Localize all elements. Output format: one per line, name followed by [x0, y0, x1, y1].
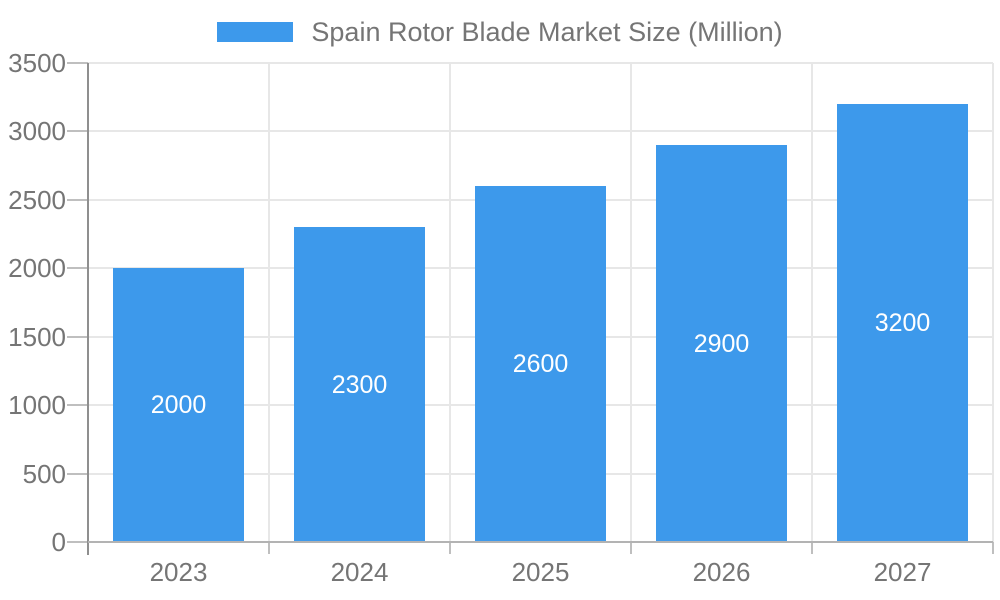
- x-grid-line: [992, 63, 994, 542]
- y-axis-label: 500: [22, 458, 66, 489]
- y-axis-line: [87, 63, 89, 555]
- y-axis-tick: [67, 335, 88, 338]
- x-axis-tick: [811, 542, 813, 554]
- y-axis-tick: [67, 198, 88, 201]
- bar-value-label: 2000: [150, 391, 207, 420]
- x-axis-tick: [992, 542, 994, 554]
- x-axis-label: 2024: [330, 557, 389, 587]
- x-grid-line: [811, 63, 813, 542]
- bar-2024: [294, 227, 425, 542]
- y-axis-label: 0: [51, 527, 66, 557]
- bar-value-label: 2600: [512, 350, 569, 379]
- y-axis-label: 2000: [8, 253, 66, 284]
- bar-value-label: 2300: [331, 370, 388, 399]
- x-axis-label: 2025: [511, 557, 570, 587]
- bar-2025: [475, 186, 606, 542]
- legend-label: Spain Rotor Blade Market Size (Million): [311, 17, 783, 47]
- plot-area: 0 500 1000 1500 2000 2500 3000 3500 2000 2023 2300…: [8, 48, 994, 587]
- y-axis-label: 3000: [8, 116, 66, 147]
- bar-value-label: 2900: [693, 329, 750, 358]
- x-axis-tick: [449, 542, 451, 554]
- legend-color-swatch: [217, 22, 294, 42]
- x-axis-tick: [630, 542, 632, 554]
- x-axis-tick: [268, 542, 270, 554]
- x-grid-line: [449, 63, 451, 542]
- x-axis-label: 2026: [692, 557, 751, 587]
- y-axis-label: 2500: [8, 184, 66, 215]
- chart-legend: Spain Rotor Blade Market Size (Million): [0, 17, 1000, 47]
- x-grid-line: [268, 63, 270, 542]
- y-axis-tick: [67, 404, 88, 407]
- y-axis-tick: [67, 472, 88, 475]
- x-axis-line: [88, 541, 993, 543]
- y-grid-line: [88, 62, 993, 64]
- y-axis-tick: [67, 130, 88, 133]
- y-axis-label: 3500: [8, 48, 66, 78]
- y-grid-line: [88, 130, 993, 133]
- bar-value-label: 3200: [874, 309, 931, 338]
- y-axis-tick: [67, 62, 88, 64]
- y-axis-label: 1500: [8, 321, 66, 352]
- bar-2027: [837, 104, 968, 542]
- y-axis-tick: [67, 267, 88, 270]
- legend-item[interactable]: Spain Rotor Blade Market Size (Million): [217, 17, 783, 47]
- bar-2023: [113, 268, 244, 542]
- x-axis-label: 2023: [149, 557, 208, 587]
- y-axis-label: 1000: [8, 390, 66, 421]
- x-axis-label: 2027: [873, 557, 932, 587]
- x-grid-line: [630, 63, 632, 542]
- y-axis-tick: [67, 541, 88, 543]
- bar-2026: [656, 145, 787, 542]
